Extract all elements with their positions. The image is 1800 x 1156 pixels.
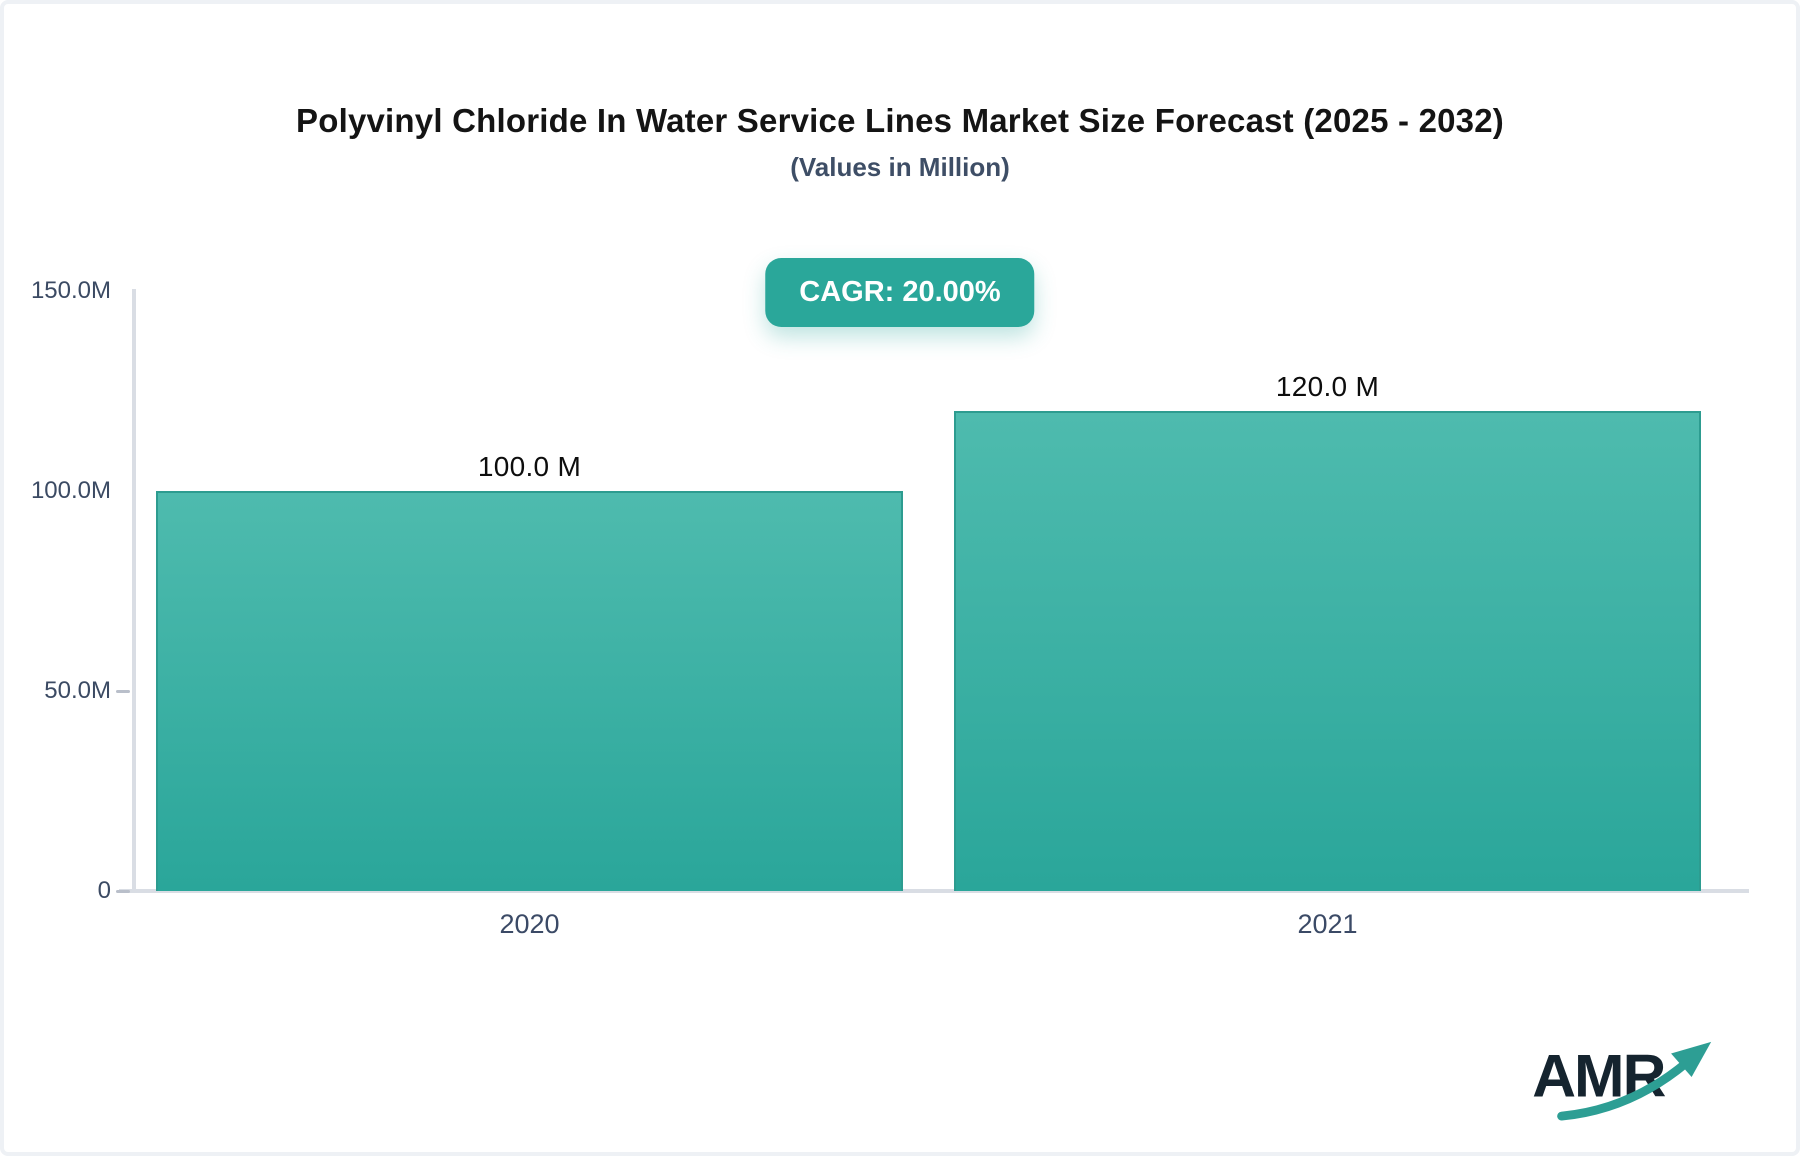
bar-value-label: 120.0 M xyxy=(1275,371,1380,402)
growth-arrow-icon xyxy=(1557,1041,1712,1121)
y-axis-tick-label: 100.0M xyxy=(30,477,111,504)
x-axis-tick-label: 2020 xyxy=(499,909,560,939)
amr-logo-text: AMR xyxy=(1532,1042,1665,1110)
y-axis-tick-mark xyxy=(116,889,130,893)
y-axis-tick-label: 0 xyxy=(97,877,111,904)
bar-2021 xyxy=(954,411,1701,891)
y-axis-tick-label: 150.0M xyxy=(30,277,111,304)
chart-title: Polyvinyl Chloride In Water Service Line… xyxy=(296,102,1504,139)
x-axis-tick-label: 2021 xyxy=(1297,909,1358,939)
cagr-badge: CAGR: 20.00% xyxy=(765,258,1035,327)
y-axis-tick-mark xyxy=(116,689,130,693)
y-axis-line xyxy=(132,289,136,891)
chart-subtitle: (Values in Million) xyxy=(790,152,1010,182)
x-axis-line xyxy=(119,889,1749,893)
bar-2020 xyxy=(156,491,903,891)
bar-value-label: 100.0 M xyxy=(477,451,582,482)
y-axis-tick-label: 50.0M xyxy=(44,677,111,704)
amr-logo: AMR xyxy=(1532,1041,1712,1121)
